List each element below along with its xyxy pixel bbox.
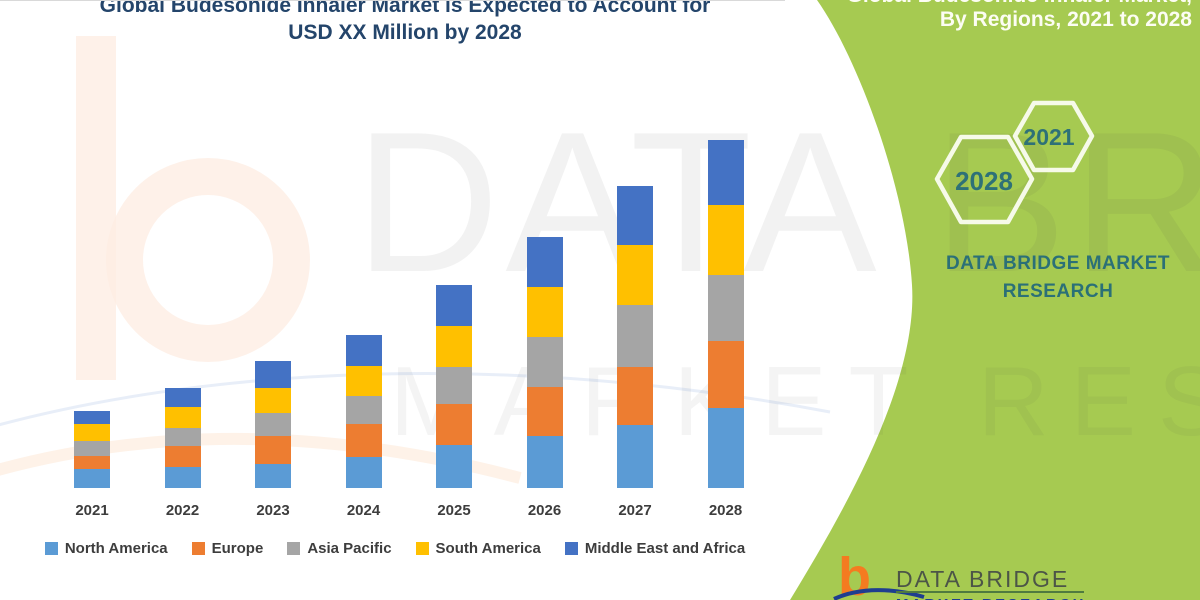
bar-segment-asia-pacific-2028	[707, 275, 744, 341]
bar-segment-south-america-2023	[255, 388, 291, 413]
legend-item-middle-east-and-africa: Middle East and Africa	[564, 540, 746, 557]
legend-item-south-america: South America	[415, 540, 541, 557]
green-panel-shape	[790, 0, 1200, 600]
brand-line2: RESEARCH	[1002, 281, 1114, 302]
bar-segment-europe-2027	[617, 367, 653, 425]
plot-area: 2021 2022 2023 2024 2025 2026 2027 2028	[0, 0, 785, 519]
legend-label-asia-pacific: Asia Pacific	[307, 540, 392, 557]
bar-segment-asia-pacific-2025	[436, 367, 472, 404]
brand-line1: DATA BRIDGE MARKET	[946, 253, 1170, 274]
watermark-b-logo-bar	[76, 36, 116, 380]
legend-item-north-america: North America	[44, 540, 168, 557]
side-panel-title: Global Budesonide Inhaler Market, By Reg…	[640, 0, 1200, 32]
logo-underline	[896, 591, 1084, 593]
bar-segment-north-america-2025	[436, 445, 472, 488]
bar-segment-europe-2024	[345, 424, 382, 457]
legend-swatch-south-america	[415, 542, 429, 555]
logo-text-line1: DATA BRIDGE	[896, 566, 1070, 592]
chart-title: Global Budesonide Inhaler Market is Expe…	[0, 0, 810, 46]
bar-segment-north-america-2021	[74, 469, 110, 488]
legend-label-middle-east-and-africa: Middle East and Africa	[584, 540, 746, 557]
hexagon-2028-icon	[934, 134, 1035, 225]
bar-segment-north-america-2024	[345, 457, 382, 488]
legend-swatch-middle-east-and-africa	[564, 542, 578, 555]
legend-swatch-europe	[191, 542, 205, 555]
bar-segment-north-america-2026	[526, 436, 563, 488]
chart-title-line2: USD XX Million by 2028	[288, 21, 522, 44]
bar-segment-north-america-2028	[707, 408, 744, 488]
logo-text-line2: MARKET RESEARCH	[896, 596, 1086, 600]
bar-segment-asia-pacific-2022	[164, 428, 201, 446]
hexagon-badges	[934, 100, 1095, 225]
x-axis-label-2021: 2021	[75, 502, 109, 519]
legend-label-south-america: South America	[435, 540, 541, 557]
bar-segment-middle-east-and-africa-2021	[74, 411, 110, 424]
legend-swatch-asia-pacific	[287, 542, 301, 555]
watermark-text-row1: DATA BRIDGE	[355, 91, 1200, 314]
x-axis-label-2026: 2026	[527, 502, 562, 519]
chart-title-line1: Global Budesonide Inhaler Market is Expe…	[99, 0, 711, 17]
x-axis-label-2028: 2028	[708, 502, 743, 519]
bar-segment-middle-east-and-africa-2022	[164, 388, 201, 407]
watermark-text-row2: MARKET RESEARCH	[390, 346, 1200, 456]
bar-segment-middle-east-and-africa-2025	[436, 285, 472, 326]
bar-segment-asia-pacific-2026	[526, 337, 563, 387]
bar-segment-south-america-2024	[345, 366, 382, 396]
bar-segment-south-america-2021	[74, 424, 110, 441]
bar-segment-europe-2025	[436, 404, 472, 445]
bar-segment-south-america-2026	[526, 287, 563, 337]
bar-segment-asia-pacific-2023	[255, 413, 291, 436]
bar-segment-europe-2028	[707, 341, 744, 408]
legend: North America Europe Asia Pacific South Ame…	[0, 540, 790, 557]
hexagon-2021-label: 2021	[1023, 124, 1075, 150]
x-axis-label-2024: 2024	[346, 502, 381, 519]
hexagon-2028-label: 2028	[955, 166, 1013, 196]
hexagon-2021-icon	[1012, 100, 1095, 173]
bar-segment-europe-2023	[255, 436, 291, 464]
bar-segment-europe-2022	[164, 446, 201, 467]
bar-segment-south-america-2025	[436, 326, 472, 367]
x-axis-label-2025: 2025	[437, 502, 471, 519]
bar-segment-south-america-2028	[707, 205, 744, 275]
bar-segment-north-america-2022	[164, 467, 201, 488]
legend-item-europe: Europe	[191, 540, 264, 557]
bar-segment-asia-pacific-2027	[617, 305, 653, 367]
side-panel-brand-text: DATA BRIDGE MARKET RESEARCH	[930, 250, 1186, 306]
bar-segment-north-america-2023	[255, 464, 291, 488]
bar-segment-middle-east-and-africa-2023	[255, 361, 291, 388]
legend-label-north-america: North America	[64, 540, 168, 557]
bar-segment-north-america-2027	[617, 425, 653, 488]
x-axis-label-2022: 2022	[165, 502, 200, 519]
bar-segment-middle-east-and-africa-2026	[526, 237, 563, 287]
bar-segment-europe-2021	[74, 456, 110, 469]
x-axis-line	[0, 0, 785, 1]
x-axis-label-2027: 2027	[618, 502, 652, 519]
bar-segment-asia-pacific-2021	[74, 441, 110, 456]
bar-segment-middle-east-and-africa-2027	[617, 186, 653, 245]
x-axis-label-2023: 2023	[256, 502, 290, 519]
legend-label-europe: Europe	[211, 540, 264, 557]
bar-segment-europe-2026	[526, 387, 563, 436]
bar-segment-south-america-2027	[617, 245, 653, 305]
bar-segment-south-america-2022	[164, 407, 201, 428]
side-panel-title-line2: By Regions, 2021 to 2028	[939, 8, 1192, 31]
side-panel-title-line1: Global Budesonide Inhaler Market,	[640, 0, 1192, 8]
legend-item-asia-pacific: Asia Pacific	[287, 540, 392, 557]
logo-swoosh-icon	[833, 588, 925, 600]
bar-segment-asia-pacific-2024	[345, 396, 382, 424]
bar-segment-middle-east-and-africa-2028	[707, 140, 744, 205]
bar-segment-middle-east-and-africa-2024	[345, 335, 382, 366]
legend-swatch-north-america	[44, 542, 58, 555]
